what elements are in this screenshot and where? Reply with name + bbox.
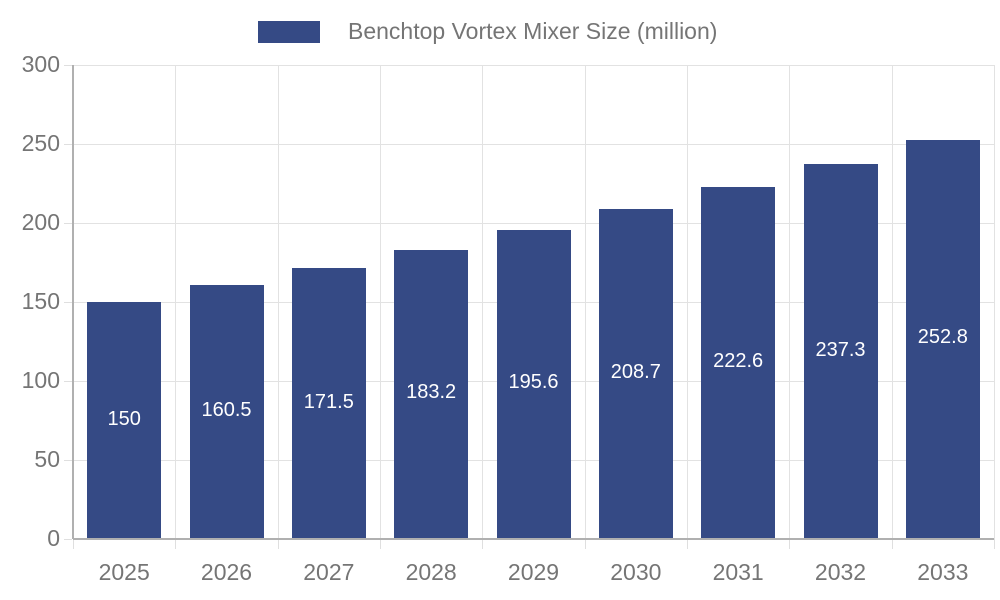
gridline-vertical [687,65,688,539]
bar-value-label: 171.5 [303,390,354,413]
gridline-vertical [482,65,484,539]
y-axis-label: 100 [21,367,60,393]
plot-area: 0 50 100 150 200 250 300 150 2025 160.5 2026 171.5 2… [22,53,995,584]
x-axis-tick [73,539,74,549]
gridline-horizontal [73,223,994,224]
legend-label: Benchtop Vortex Mixer Size (million) [348,18,718,44]
bar-2027[interactable] [291,268,366,539]
y-axis-label: 50 [34,446,60,472]
bar-value-label: 183.2 [406,381,457,404]
x-axis-label: 2029 [507,559,560,585]
x-axis-tick [380,539,381,549]
x-axis-label: 2025 [98,559,150,585]
bar-value-label: 252.8 [917,326,968,349]
bar-2032[interactable] [803,164,878,539]
gridline-vertical [789,65,791,539]
gridline-vertical [994,65,995,539]
bar-value-label: 160.5 [201,399,252,422]
bar-2028[interactable] [394,249,469,539]
x-axis-label: 2027 [303,559,355,585]
y-axis-tick [64,381,72,382]
y-axis-tick [64,223,72,224]
gridline-vertical [584,65,586,539]
x-axis-line [73,538,994,540]
y-axis-label: 300 [21,51,60,77]
bar-2029[interactable] [496,229,571,539]
x-axis-tick [994,539,995,549]
gridline-vertical [380,65,381,539]
x-axis-tick [789,539,791,549]
y-axis-tick [64,144,72,145]
y-axis-tick [64,65,72,66]
bar-value-label: 222.6 [713,350,764,373]
bar-2026[interactable] [189,285,264,539]
x-axis-tick [175,539,177,549]
gridline-horizontal [73,65,994,66]
bar-value-label: 150 [107,407,141,430]
y-axis-label: 0 [47,525,60,551]
bar-value-label: 195.6 [508,371,559,394]
gridline-vertical [175,65,177,539]
gridline-vertical [891,65,893,539]
bar-2025[interactable] [87,302,162,539]
bar-value-label: 237.3 [815,338,866,361]
y-axis-tick [64,302,72,303]
x-axis-label: 2026 [200,559,253,585]
y-axis-line [72,65,74,539]
y-axis-tick [64,460,72,461]
x-axis-label: 2033 [917,559,969,585]
bar-2031[interactable] [701,187,776,539]
x-axis-tick [584,539,586,549]
x-axis-label: 2030 [610,559,662,585]
x-axis-tick [277,539,279,549]
legend-swatch [258,20,320,43]
x-axis-label: 2028 [405,559,457,585]
y-axis-label: 150 [21,288,60,314]
gridline-vertical [277,65,279,539]
bar-value-label: 208.7 [610,361,661,384]
x-axis-tick [687,539,688,549]
bar-2033[interactable] [905,139,980,539]
x-axis-label: 2031 [712,559,764,585]
gridline-horizontal [73,144,994,145]
legend-item[interactable]: Benchtop Vortex Mixer Size (million) [258,20,717,43]
y-axis-label: 200 [21,209,60,235]
x-axis-tick [482,539,484,549]
y-axis-tick [64,539,72,540]
bar-2030[interactable] [598,209,673,539]
y-axis-label: 250 [21,130,60,156]
x-axis-label: 2032 [814,559,867,585]
x-axis-tick [891,539,893,549]
